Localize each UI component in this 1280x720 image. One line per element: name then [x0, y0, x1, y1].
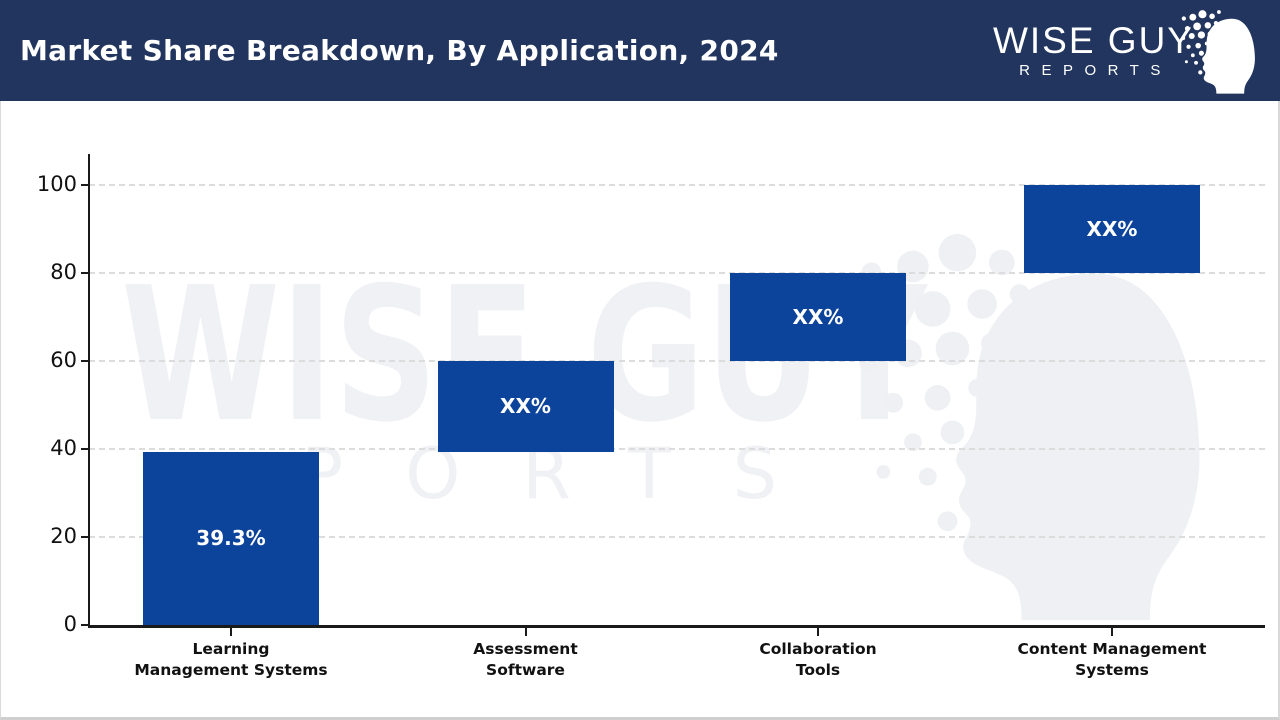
gridline	[89, 183, 1265, 186]
y-axis-line	[88, 154, 90, 625]
brand-name: WISE GUY	[992, 20, 1194, 61]
y-axis-tick	[81, 271, 89, 274]
category-label: Learning Management Systems	[134, 640, 328, 679]
y-axis-tick	[81, 447, 89, 450]
bar-value-label: XX%	[500, 394, 551, 419]
brand-text: WISE GUY REPORTS	[993, 22, 1194, 79]
y-axis-tick	[81, 359, 89, 362]
bar-segment: 39.3%	[143, 452, 319, 625]
gridline	[89, 535, 1265, 538]
bar-segment: XX%	[1024, 184, 1200, 273]
bar-segment: XX%	[437, 360, 614, 452]
bar-segment: XX%	[730, 272, 906, 361]
category-label: Assessment Software	[473, 640, 578, 679]
category-label: Collaboration Tools	[759, 640, 877, 679]
y-tick-label: 20	[50, 523, 77, 548]
brand-subtitle: REPORTS	[1019, 62, 1172, 79]
x-axis-tick	[524, 628, 527, 636]
chart-area: WISE GUY PORTS 0 20 40 60 80 100 39.3% XX% XX% XX…	[0, 101, 1280, 720]
bar-value-label: XX%	[792, 304, 844, 329]
y-tick-label: 40	[50, 435, 77, 460]
bar-value-label: 39.3%	[196, 526, 266, 551]
gridline	[89, 447, 1265, 450]
y-tick-label: 60	[50, 347, 77, 372]
x-axis-tick	[817, 628, 819, 636]
y-tick-label: 80	[50, 259, 77, 284]
category-label: Content Management Systems	[1017, 640, 1207, 679]
y-tick-label: 100	[36, 171, 77, 196]
x-axis-line	[88, 625, 1265, 628]
gridline	[89, 271, 1265, 274]
brand-logo: WISE GUY REPORTS	[993, 8, 1280, 94]
x-axis-tick	[1111, 628, 1113, 636]
bar-value-label: XX%	[1086, 216, 1138, 241]
gridline	[89, 359, 1265, 362]
waterfall-chart: 0 20 40 60 80 100 39.3% XX% XX% XX% Learning Manag…	[1, 101, 1280, 720]
chart-title: Market Share Breakdown, By Application, …	[20, 34, 779, 67]
y-tick-label: 0	[63, 612, 77, 636]
x-axis-tick	[230, 628, 232, 636]
header-bar: Market Share Breakdown, By Application, …	[0, 0, 1280, 101]
y-axis-tick	[81, 183, 89, 186]
y-axis-tick	[81, 624, 89, 626]
brand-face-icon	[1180, 8, 1272, 94]
y-axis-tick	[81, 535, 89, 538]
